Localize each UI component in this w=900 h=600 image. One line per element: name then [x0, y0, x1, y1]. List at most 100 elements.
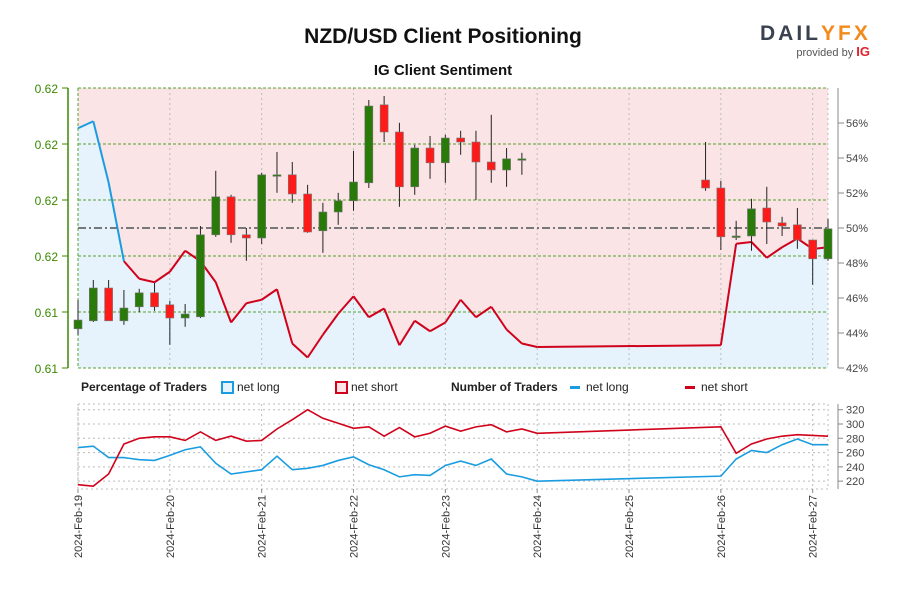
bullish-candle — [823, 228, 833, 260]
percent-tick-label: 54% — [846, 153, 868, 165]
sentiment-line-segment — [306, 334, 324, 359]
sentiment-line-segment — [750, 241, 768, 259]
bearish-candle — [486, 161, 496, 171]
bullish-candle — [747, 208, 756, 237]
sentiment-line-segment — [414, 319, 431, 333]
traders-tick-label: 220 — [846, 476, 864, 488]
legend-net-short-square-icon — [335, 381, 348, 394]
date-tick-label: 2024-Feb-25 — [624, 495, 636, 558]
sentiment-line-segment — [719, 243, 738, 346]
sentiment-line-segment — [291, 342, 309, 359]
bearish-candle — [379, 104, 389, 133]
bearish-candle — [793, 224, 802, 241]
sentiment-line-segment — [169, 250, 186, 273]
traders-tick-label: 260 — [846, 448, 864, 460]
price-tick-label: 0.62 — [35, 138, 59, 152]
sentiment-line-segment — [352, 295, 370, 318]
net-short-traders-line — [77, 408, 829, 487]
sentiment-line-segment — [521, 342, 538, 348]
bearish-candle — [104, 287, 113, 322]
sentiment-line-segment — [766, 246, 783, 259]
traders-tick-label: 320 — [846, 405, 864, 417]
bearish-candle — [165, 304, 175, 319]
percent-tick-label: 48% — [846, 258, 868, 270]
bullish-candle — [196, 234, 205, 318]
bullish-candle — [502, 158, 511, 171]
price-tick-label: 0.61 — [35, 362, 59, 376]
price-tick-label: 0.62 — [35, 250, 59, 264]
sentiment-line-segment — [107, 182, 125, 262]
date-tick-label: 2024-Feb-20 — [165, 495, 177, 558]
bullish-candle — [211, 196, 221, 236]
bullish-candle — [119, 307, 129, 322]
bearish-candle — [150, 292, 159, 308]
sentiment-line-segment — [459, 299, 477, 318]
bullish-candle — [89, 287, 98, 322]
bullish-candle — [180, 313, 190, 319]
traders-tick-label: 240 — [846, 462, 864, 474]
sentiment-line-segment — [368, 307, 385, 319]
legend-num-label: Number of Traders — [451, 380, 558, 394]
price-tick-label: 0.62 — [35, 194, 59, 208]
date-tick-label: 2024-Feb-27 — [808, 495, 820, 558]
bullish-candle — [257, 174, 266, 239]
bearish-candle — [395, 131, 404, 188]
sentiment-line-segment — [246, 298, 262, 305]
dailyfx-logo: DAILYFX provided by IG — [760, 22, 871, 59]
bearish-candle — [716, 187, 726, 238]
sentiment-line-segment — [444, 299, 462, 324]
sentiment-line-segment — [505, 328, 523, 345]
bearish-candle — [226, 196, 236, 236]
sentiment-line-segment — [123, 260, 140, 280]
bearish-candle — [242, 234, 251, 239]
percent-tick-label: 52% — [846, 188, 868, 200]
percent-tick-label: 50% — [846, 223, 868, 235]
sentiment-line-segment — [429, 321, 446, 333]
bearish-candle — [471, 141, 481, 163]
legend-net-short-line-icon — [685, 386, 695, 389]
traders-tick-label: 280 — [846, 433, 864, 445]
legend-num-short[interactable]: net short — [701, 380, 748, 394]
bearish-candle — [303, 193, 312, 233]
bearish-candle — [701, 179, 710, 189]
legend-pct-short[interactable]: net short — [351, 380, 398, 394]
chart-title: NZD/USD Client Positioning — [304, 25, 582, 48]
legend-pct-long[interactable]: net long — [237, 380, 280, 394]
bullish-candle — [731, 235, 741, 238]
legend-pct-label: Percentage of Traders — [81, 380, 208, 394]
bearish-candle — [777, 222, 787, 227]
legend-net-long-square-icon — [221, 381, 234, 394]
sentiment-line-segment — [77, 120, 94, 130]
sentiment-line-segment — [214, 281, 232, 323]
bullish-candle — [333, 200, 343, 213]
traders-plot-border — [77, 403, 829, 490]
bearish-candle — [425, 147, 435, 164]
sentiment-line-segment — [276, 288, 294, 344]
price-tick-label: 0.61 — [35, 306, 59, 320]
sentiment-line-segment — [475, 305, 492, 319]
bearish-candle — [456, 137, 465, 143]
bullish-candle — [272, 174, 282, 177]
sentiment-line-segment — [736, 241, 752, 245]
sentiment-line-segment — [322, 313, 340, 336]
sentiment-line-segment — [92, 121, 110, 183]
sentiment-line-segment — [230, 302, 248, 324]
percent-tick-label: 42% — [846, 363, 868, 375]
date-tick-label: 2024-Feb-19 — [73, 495, 85, 558]
sentiment-line-segment — [490, 306, 508, 331]
legend-net-long-line-icon — [570, 386, 580, 389]
price-tick-label: 0.62 — [35, 82, 59, 96]
sentiment-line-segment — [139, 277, 155, 284]
sentiment-line-segment — [398, 320, 416, 346]
legend-num-long[interactable]: net long — [586, 380, 629, 394]
bullish-candle — [364, 105, 374, 184]
ig-logo: IG — [856, 44, 870, 59]
percent-tick-label: 46% — [846, 293, 868, 305]
chart-subtitle: IG Client Sentiment — [373, 62, 513, 79]
bullish-candle — [517, 158, 527, 161]
bullish-candle — [73, 319, 83, 330]
sentiment-line-segment — [337, 295, 355, 315]
date-tick-label: 2024-Feb-23 — [440, 495, 452, 558]
